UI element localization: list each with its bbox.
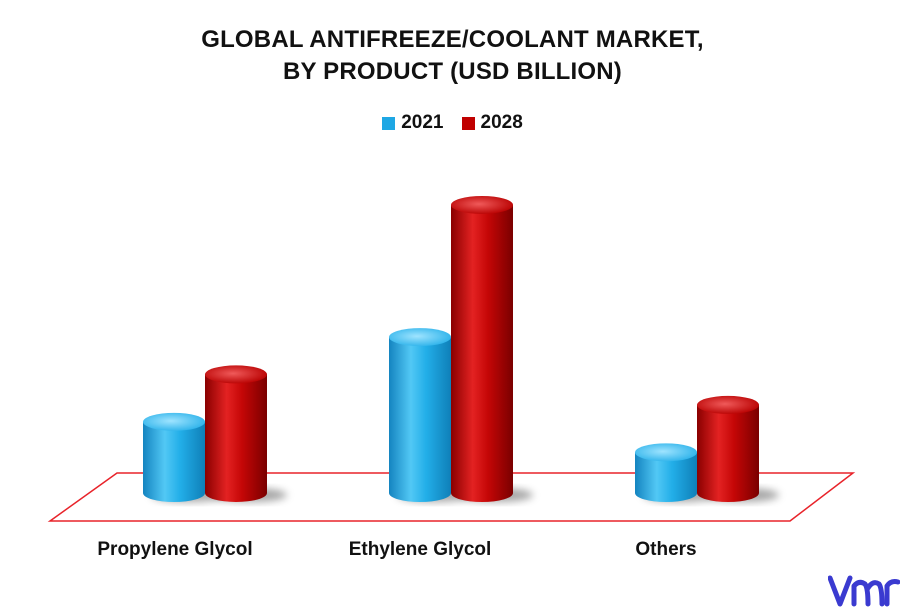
- category-label-ethylene-glycol: Ethylene Glycol: [348, 539, 492, 560]
- legend-swatch-2021: [382, 116, 396, 130]
- legend-label-2021: 2021: [401, 112, 444, 133]
- bar-others-2028: [697, 395, 779, 502]
- legend-label-2028: 2028: [480, 112, 523, 133]
- chart-title-line2: BY PRODUCT (USD BILLION): [282, 58, 623, 85]
- bar-ethylene-glycol-2021: [389, 328, 471, 502]
- chart-title-line1: GLOBAL ANTIFREEZE/COOLANT MARKET,: [201, 26, 704, 53]
- category-label-others: Others: [635, 539, 697, 560]
- chart-bars: [143, 195, 779, 502]
- bar-others-2021: [635, 443, 717, 502]
- bar-propylene-glycol-2028: [205, 365, 287, 502]
- category-label-propylene-glycol: Propylene Glycol: [97, 539, 253, 560]
- bar-propylene-glycol-2021: [143, 412, 225, 502]
- vmr-logo: [828, 575, 900, 607]
- bar-ethylene-glycol-2028: [451, 195, 533, 502]
- legend: 2021 2028: [0, 112, 905, 134]
- legend-swatch-2028: [461, 116, 475, 130]
- chart-floor: [47, 472, 856, 522]
- chart-title: GLOBAL ANTIFREEZE/COOLANT MARKET, BY PRO…: [0, 24, 905, 88]
- legend-item-2028: 2028: [461, 112, 523, 134]
- legend-item-2021: 2021: [382, 112, 444, 134]
